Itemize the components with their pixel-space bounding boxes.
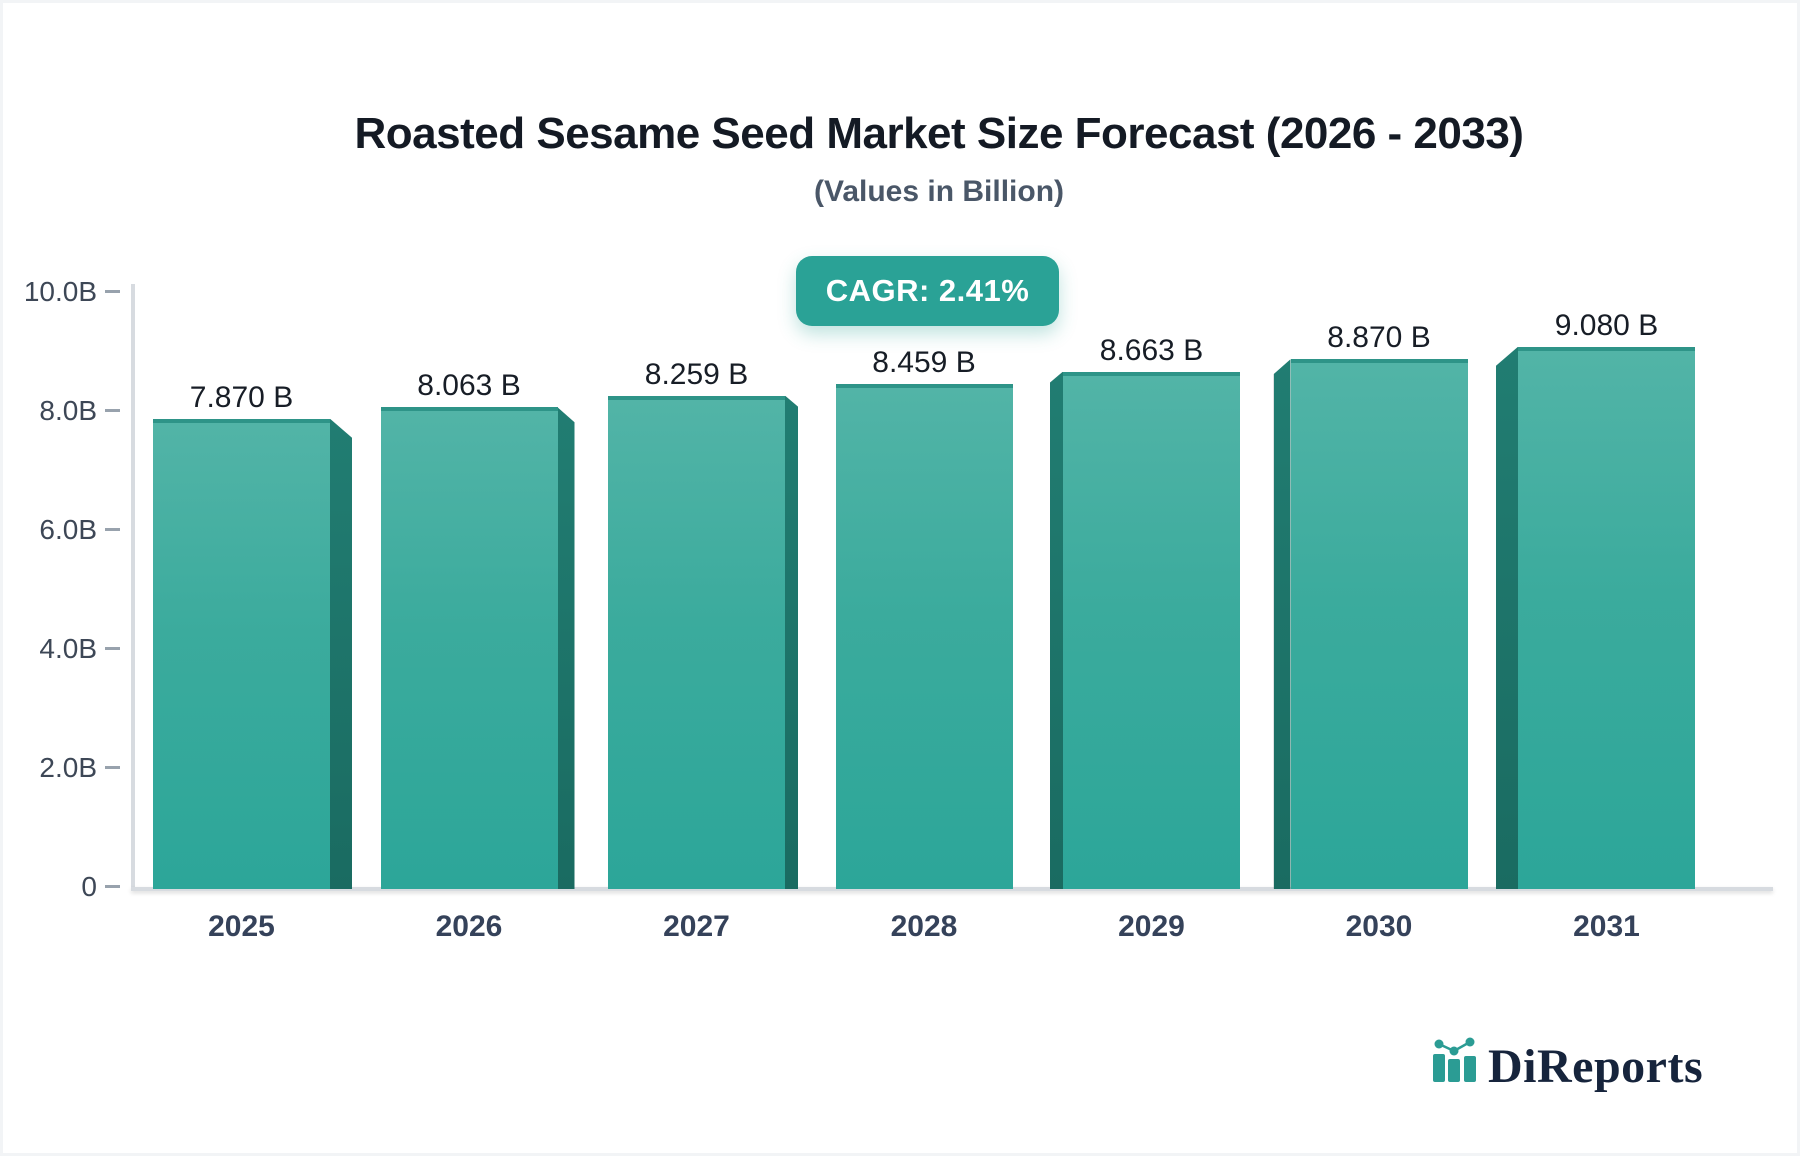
bar-value-label: 8.663 B — [1099, 333, 1204, 367]
y-axis-tick — [105, 290, 120, 293]
y-axis-tick — [105, 885, 120, 888]
bar-value-label: 8.459 B — [872, 345, 976, 379]
x-axis-label: 2029 — [1118, 910, 1185, 943]
y-axis-tick-label: 8.0B — [39, 395, 97, 426]
x-axis-label: 2031 — [1573, 910, 1640, 943]
bar-value-label: 8.870 B — [1327, 321, 1431, 355]
brand-logo: DiReports — [1427, 1033, 1703, 1093]
bar-2025 — [153, 418, 330, 889]
bar-2028 — [835, 383, 1013, 889]
bar-2026 — [380, 407, 558, 889]
bar-side-face-2025 — [330, 418, 352, 889]
y-axis-line — [131, 284, 135, 891]
y-axis-tick — [105, 528, 120, 531]
bar-side-face-2026 — [557, 407, 575, 889]
chart-subtitle: (Values in Billion) — [813, 175, 1065, 208]
x-axis-label: 2028 — [890, 910, 958, 943]
cagr-badge-label: CAGR: 2.41% — [825, 273, 1030, 308]
y-axis-tick — [105, 409, 120, 412]
bar-chart: 10.0B 8.0B 6.0B 4.0B 2.0B 0 7.870 B 2025 8.063 B… — [3, 3, 1797, 1153]
cagr-badge: CAGR: 2.41% — [796, 256, 1059, 326]
x-axis-label: 2025 — [208, 910, 275, 943]
x-axis-label: 2027 — [663, 910, 730, 943]
bar-value-label: 8.063 B — [417, 369, 521, 403]
bar-side-face-2031 — [1496, 346, 1518, 889]
y-axis-tick-label: 6.0B — [39, 514, 97, 545]
y-axis-tick-label: 4.0B — [39, 633, 97, 664]
bar-value-label: 9.080 B — [1554, 308, 1659, 342]
bar-2031 — [1518, 346, 1695, 889]
y-axis-tick-label: 10.0B — [23, 276, 97, 307]
bar-2027 — [608, 395, 785, 889]
bar-value-label: 7.870 B — [189, 380, 294, 414]
bar-side-face-2029 — [1050, 371, 1063, 889]
x-axis-line — [131, 887, 1773, 891]
bar-value-label: 8.259 B — [644, 357, 749, 391]
bar-2030 — [1290, 359, 1468, 889]
y-axis-tick-label: 2.0B — [39, 752, 97, 783]
bar-side-face-2030 — [1273, 359, 1291, 889]
bar-2029 — [1063, 371, 1240, 889]
brand-name: DiReports — [1488, 1040, 1704, 1093]
bar-side-face-2027 — [785, 395, 798, 889]
y-axis-tick — [105, 647, 120, 650]
chart-title: Roasted Sesame Seed Market Size Forecast… — [354, 109, 1524, 158]
x-axis-label: 2026 — [435, 910, 503, 943]
x-axis-label: 2030 — [1345, 910, 1413, 943]
y-axis-tick — [105, 766, 120, 769]
y-axis-tick-label: 0 — [81, 871, 97, 902]
bar-chart-logo-icon — [1433, 1037, 1476, 1082]
